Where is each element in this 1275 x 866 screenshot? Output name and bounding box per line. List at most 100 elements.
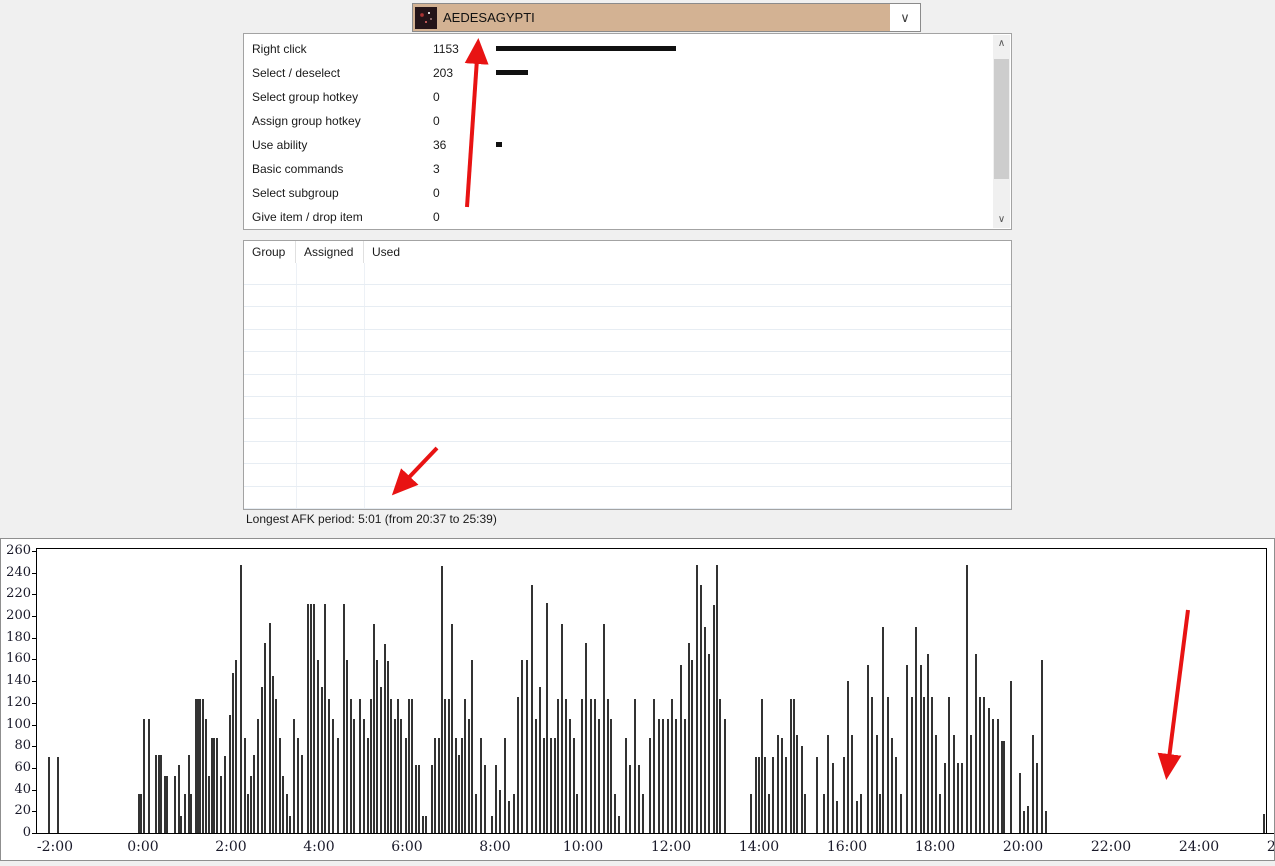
apm-bar [190,794,193,833]
apm-bar [957,762,959,833]
x-axis-tick-label: -2:00 [36,839,74,855]
apm-bar [373,623,376,833]
apm-bar [213,737,216,833]
apm-bar [460,737,463,833]
x-axis-tick-label: 16:00 [826,839,868,855]
apm-bar [349,698,352,833]
apm-bar [935,735,937,833]
apm-bar [866,664,869,833]
player-select-value: AEDESAGYPTI [443,10,535,25]
y-axis-tick-label: 160 [6,651,31,667]
apm-bar [512,794,515,833]
apm-bar [194,698,197,833]
x-axis-tick-label: 22:00 [1090,839,1132,855]
apm-bar [178,764,181,833]
table-row [244,487,1011,509]
apm-bar [542,737,545,833]
apm-bar [712,605,715,833]
apm-bar [324,604,327,833]
y-axis-tick-label: 240 [6,564,31,580]
apm-bar [996,719,999,833]
apm-bar [851,735,854,833]
y-axis-line [36,548,37,834]
apm-bar [437,737,440,833]
y-axis-tick-label: 200 [6,608,31,624]
apm-bar [757,757,760,833]
column-header-group[interactable]: Group [244,241,296,263]
y-axis-tick-mark [32,659,36,661]
apm-bar [895,757,898,833]
combobox-dropdown-button[interactable]: ∨ [890,4,920,31]
apm-bar [336,737,339,833]
apm-bar [1045,811,1047,833]
apm-bar [699,584,702,833]
apm-bar [164,775,167,833]
scrollbar-down-button[interactable]: ∨ [993,211,1010,228]
table-body [244,263,1011,509]
stats-row: Use ability 36 [244,133,1011,157]
apm-bar [414,764,417,833]
apm-bar [249,775,252,833]
apm-bar [309,604,312,833]
apm-bar [633,698,636,833]
apm-bar [613,794,616,833]
apm-bar [418,764,420,833]
apm-bar [831,762,834,833]
x-axis-tick-label: 4:00 [303,839,335,855]
stats-scrollbar[interactable]: ∧ ∨ [993,35,1010,228]
apm-bar [891,737,893,833]
apm-bar [301,754,304,833]
table-row [244,353,1011,375]
apm-bar [607,698,610,833]
apm-bar [708,654,711,833]
apm-bar [327,698,330,833]
apm-bar [424,815,427,833]
apm-bar [454,737,457,833]
apm-bar [919,664,922,833]
apm-bar [943,762,946,833]
apm-bar [379,686,382,833]
action-stats-panel: Right click 1153 Select / deselect 203 Selec… [243,33,1012,230]
apm-bar [930,697,933,833]
y-axis-tick-mark [32,594,36,596]
apm-bar [434,737,437,833]
y-axis-tick-mark [32,767,36,769]
table-row [244,465,1011,487]
apm-bar [1001,740,1003,833]
x-axis-tick-label: 18:00 [914,839,956,855]
stat-label: Select / deselect [252,66,341,80]
apm-bar [411,698,414,833]
stats-row: Assign group hotkey 0 [244,109,1011,133]
y-axis-tick-label: 140 [6,673,31,689]
apm-bar [952,735,955,833]
x-axis-tick-label: 14:00 [738,839,780,855]
apm-bar [370,698,372,833]
apm-bar [1009,681,1012,833]
apm-bar [1018,773,1021,833]
apm-bar [447,698,450,833]
table-row [244,330,1011,353]
apm-bar [649,737,651,833]
apm-bar [573,737,576,833]
apm-bar [576,794,579,833]
apm-bar [232,672,235,833]
apm-bar [253,754,255,833]
apm-bar [875,735,878,833]
apm-bar [246,794,249,833]
column-header-assigned[interactable]: Assigned [296,241,364,263]
scrollbar-thumb[interactable] [994,59,1009,179]
apm-bar [1027,805,1030,833]
apm-bar [684,719,687,833]
apm-bar [974,654,977,833]
player-select-combobox[interactable]: AEDESAGYPTI ∨ [412,3,921,32]
player-select-field[interactable]: AEDESAGYPTI [413,4,890,31]
scrollbar-up-button[interactable]: ∧ [993,35,1010,52]
apm-bar [201,698,204,833]
apm-bar [342,604,345,833]
column-header-used[interactable]: Used [372,245,401,259]
table-row [244,285,1011,308]
y-axis-tick-mark [32,746,36,748]
apm-bar [594,698,596,833]
apm-bar [470,659,473,833]
apm-bar [716,565,719,833]
